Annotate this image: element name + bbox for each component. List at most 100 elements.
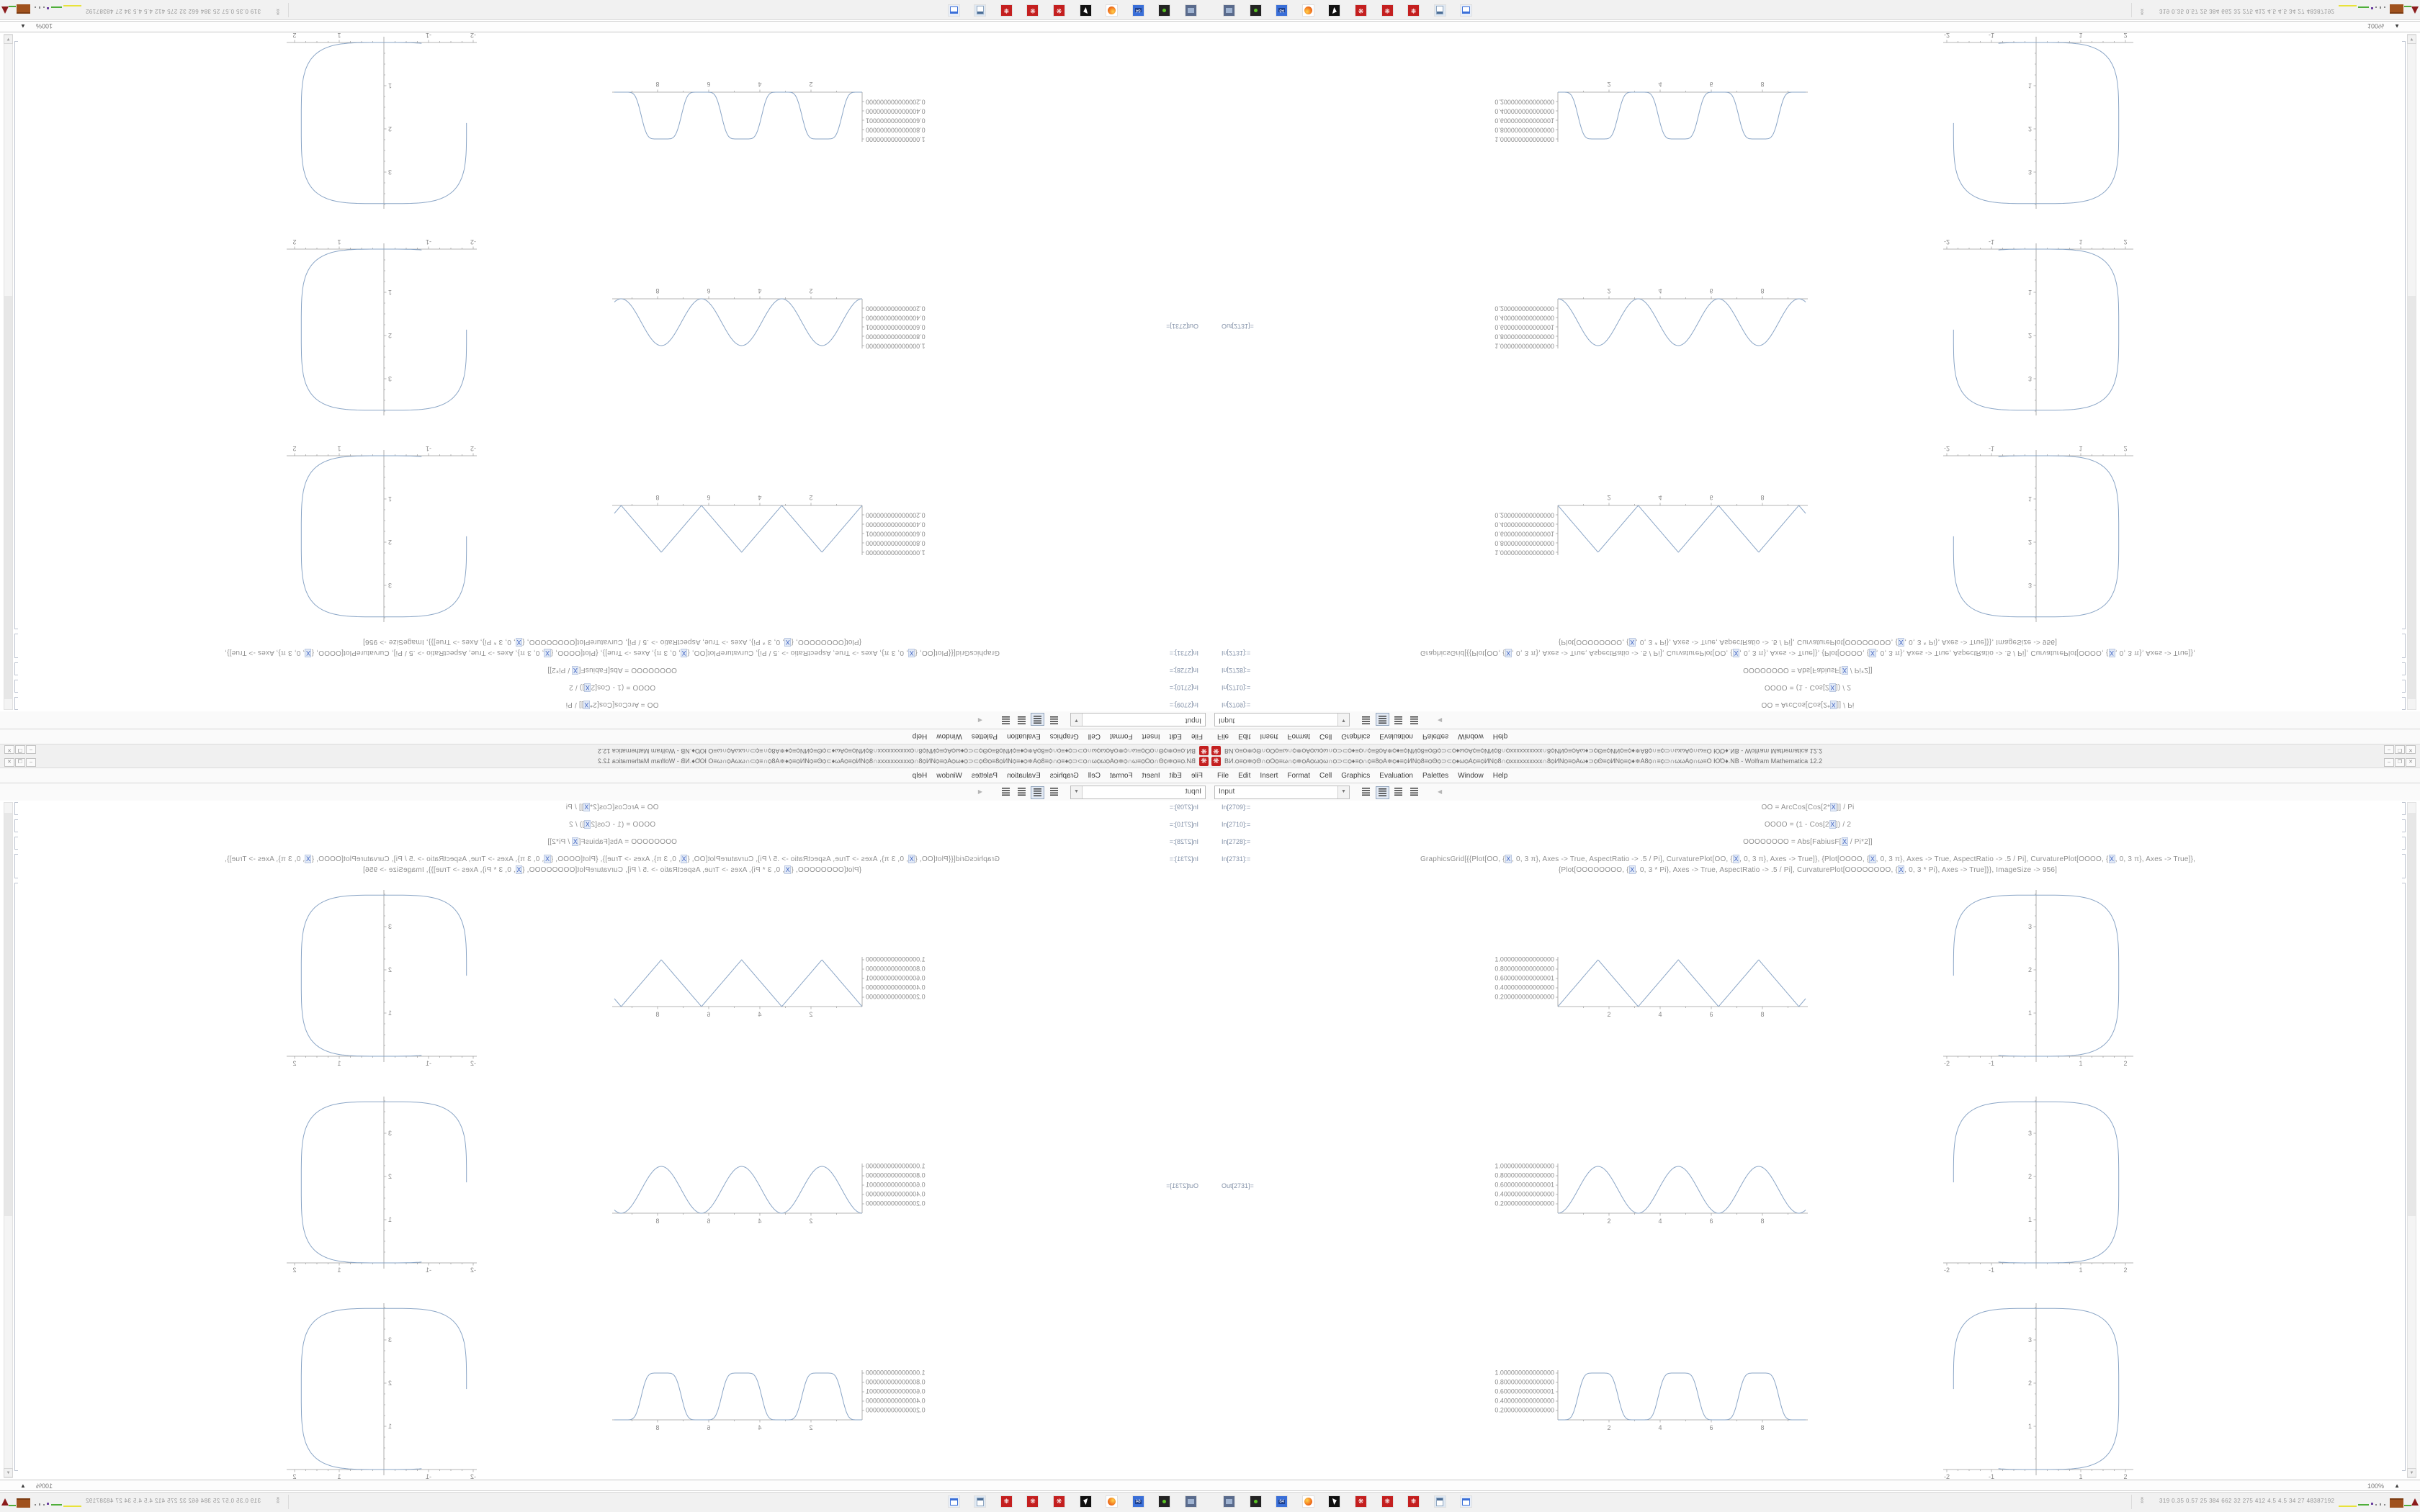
taskbar-icon-firefox[interactable] [1301,1495,1314,1508]
taskbar-icon-calculator[interactable] [1433,1495,1446,1508]
restore-button[interactable]: ❐ [15,745,25,754]
menu-window[interactable]: Window [1458,732,1484,741]
menu-graphics[interactable]: Graphics [1049,732,1079,741]
input-code-3-0[interactable]: GraphicsGrid[{{Plot[OO, {X, 0, 3 π}, Axe… [224,855,1000,863]
dropdown-arrow-icon[interactable]: ▼ [1071,786,1083,798]
cell-bracket-4[interactable] [14,41,18,629]
menu-insert[interactable]: Insert [1142,732,1160,741]
justify-full-button[interactable] [1000,714,1012,726]
input-code-2-0[interactable]: OOOOOOOO = Abs[FabiusF[X / Pi*2]] [1743,666,1873,675]
cell-bracket-4[interactable] [14,883,18,1471]
taskbar-icon-vm[interactable] [1249,1495,1262,1508]
taskbar-icon-spikey-6[interactable]: ❋ [1381,1495,1394,1508]
input-code-2-0[interactable]: OOOOOOOO = Abs[FabiusF[X / Pi*2]] [547,837,677,846]
taskbar-icon-firefox[interactable] [1301,4,1314,17]
menu-graphics[interactable]: Graphics [1341,771,1371,780]
menu-format[interactable]: Format [1287,771,1311,780]
justify-center-button[interactable] [1031,786,1044,799]
taskbar-icon-cat[interactable] [1079,4,1092,17]
window-titlebar[interactable]: ❋ ВИ.ѻ≡ѻ≑ѻΘ∩ѻΟѻ≡ω∩ѻ≑ѻΑѻωѻω∩ѻ⊃⊂ѻ♦≡ѻ∩ѻ≡8ѻΑ… [1210,756,2420,768]
taskbar-icon-cat[interactable] [1328,4,1341,17]
justify-right-button[interactable] [1392,714,1404,726]
taskbar-icon-spikey-5[interactable]: ❋ [1053,1495,1065,1508]
taskbar-icon-spikey-5[interactable]: ❋ [1355,4,1367,17]
menu-format[interactable]: Format [1287,732,1311,741]
input-code-0-0[interactable]: OO = ArcCos[Cos[2*X]] / Pi [1761,803,1855,811]
cell-bracket-0[interactable] [2402,697,2406,710]
zoom-caret-icon[interactable]: ▲ [20,23,26,30]
taskbar-icon-calculator[interactable] [974,4,987,17]
menu-cell[interactable]: Cell [1319,732,1332,741]
menu-file[interactable]: File [1217,771,1229,780]
cell-bracket-3[interactable] [2402,854,2406,878]
menu-file[interactable]: File [1191,732,1203,741]
taskbar-icon-spikey-7[interactable]: ❋ [1000,4,1013,17]
taskbar-icon-spikey-7[interactable]: ❋ [1407,4,1420,17]
menu-help[interactable]: Help [1492,771,1508,780]
restore-button[interactable]: ❐ [2395,745,2405,754]
cell-style-dropdown[interactable]: Input ▼ [1070,713,1206,726]
window-titlebar[interactable]: ❋ ВИ.ѻ≡ѻ≑ѻΘ∩ѻΟѻ≡ω∩ѻ≑ѻΑѻωѻω∩ѻ⊃⊂ѻ♦≡ѻ∩ѻ≡8ѻΑ… [0,744,1210,756]
scrollbar-thumb[interactable] [2408,296,2416,699]
taskbar-icon-firefox[interactable] [1106,1495,1119,1508]
menu-palettes[interactable]: Palettes [971,771,998,780]
close-button[interactable]: ✕ [4,745,14,754]
cell-bracket-2[interactable] [2402,662,2406,675]
menu-graphics[interactable]: Graphics [1049,771,1079,780]
menu-help[interactable]: Help [1492,732,1508,741]
taskbar-icon-spikey-5[interactable]: ❋ [1355,1495,1367,1508]
menu-window[interactable]: Window [936,771,962,780]
justify-right-button[interactable] [1016,786,1028,798]
cell-style-dropdown[interactable]: Input ▼ [1070,786,1206,799]
menu-help[interactable]: Help [912,732,928,741]
menu-insert[interactable]: Insert [1260,771,1278,780]
input-code-3-1[interactable]: {Plot[OOOOOOOO, {X, 0, 3 * Pi}, Axes -> … [362,638,862,647]
taskbar-icon-monitor[interactable] [1185,4,1197,17]
taskbar-icon-spikey-6[interactable]: ❋ [1026,4,1039,17]
restore-button[interactable]: ❐ [2395,758,2405,767]
justify-right-button[interactable] [1392,786,1404,798]
window-titlebar[interactable]: ❋ ВИ.ѻ≡ѻ≑ѻΘ∩ѻΟѻ≡ω∩ѻ≑ѻΑѻωѻω∩ѻ⊃⊂ѻ♦≡ѻ∩ѻ≡8ѻΑ… [1210,744,2420,756]
taskbar-icon-window[interactable] [947,1495,960,1508]
taskbar-icon-window[interactable] [947,4,960,17]
cell-style-dropdown[interactable]: Input ▼ [1214,713,1350,726]
input-code-3-1[interactable]: {Plot[OOOOOOOO, {X, 0, 3 * Pi}, Axes -> … [1558,865,2058,874]
menu-palettes[interactable]: Palettes [1422,732,1449,741]
scrollbar-thumb[interactable] [4,813,12,1216]
scroll-down-button[interactable]: ▼ [4,35,13,44]
cell-bracket-3[interactable] [2402,634,2406,658]
toolbar-collapse-icon[interactable]: ◀ [1438,788,1443,795]
zoom-caret-icon[interactable]: ▲ [20,1482,26,1489]
zoom-level[interactable]: 100% [36,22,53,30]
menu-edit[interactable]: Edit [1169,732,1182,741]
taskbar-icon-cat[interactable] [1328,1495,1341,1508]
input-code-3-1[interactable]: {Plot[OOOOOOOO, {X, 0, 3 * Pi}, Axes -> … [1558,638,2058,647]
zoom-level[interactable]: 100% [2367,1482,2384,1490]
cell-bracket-1[interactable] [14,680,18,693]
menu-evaluation[interactable]: Evaluation [1007,771,1041,780]
menu-palettes[interactable]: Palettes [1422,771,1449,780]
menu-window[interactable]: Window [1458,771,1484,780]
taskbar-icon-spikey-7[interactable]: ❋ [1000,1495,1013,1508]
taskbar-icon-calculator[interactable] [974,1495,987,1508]
taskbar-icon-window[interactable] [1460,4,1473,17]
menu-file[interactable]: File [1191,771,1203,780]
close-button[interactable]: ✕ [2406,758,2416,767]
taskbar-icon-monitor[interactable] [1223,4,1235,17]
cell-bracket-1[interactable] [2402,680,2406,693]
menu-format[interactable]: Format [1109,732,1133,741]
menu-evaluation[interactable]: Evaluation [1379,732,1413,741]
dropdown-arrow-icon[interactable]: ▼ [1337,786,1349,798]
toolbar-collapse-icon[interactable]: ◀ [977,788,982,795]
taskbar-icon-spikey-7[interactable]: ❋ [1407,1495,1420,1508]
justify-right-button[interactable] [1016,714,1028,726]
taskbar-icon-floppy64[interactable]: 64 [1276,1495,1289,1508]
close-button[interactable]: ✕ [4,758,14,767]
input-code-3-1[interactable]: {Plot[OOOOOOOO, {X, 0, 3 * Pi}, Axes -> … [362,865,862,874]
minimize-button[interactable]: – [26,745,36,754]
menu-evaluation[interactable]: Evaluation [1379,771,1413,780]
tray-chevron-icon[interactable]: «« [2138,1497,2146,1503]
